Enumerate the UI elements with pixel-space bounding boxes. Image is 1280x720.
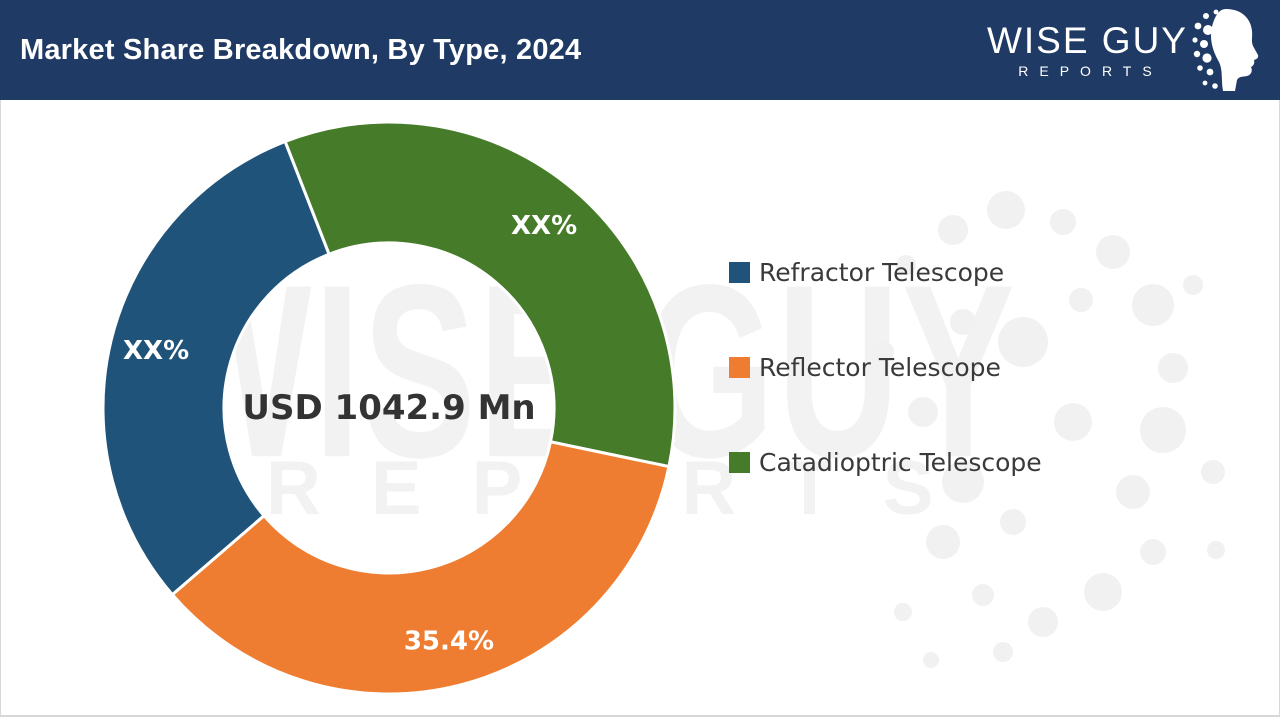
legend-swatch-reflector xyxy=(729,357,750,378)
segment-label-catadioptric-telescope: XX% xyxy=(511,211,577,241)
donut-center-value: USD 1042.9 Mn xyxy=(242,388,536,428)
legend-swatch-refractor xyxy=(729,262,750,283)
logo-line2: REPORTS xyxy=(1018,62,1163,79)
wiseguy-logo: WISE GUY REPORTS xyxy=(987,0,1262,100)
logo-face-icon xyxy=(1192,9,1259,91)
logo-wordmark: WISE GUY REPORTS xyxy=(987,22,1188,79)
donut-segment-catadioptric-telescope xyxy=(283,120,677,469)
legend-swatch-catadioptric xyxy=(729,452,750,473)
legend-label-catadioptric: Catadioptric Telescope xyxy=(759,448,1042,477)
segment-label-reflector-telescope: 35.4% xyxy=(404,626,494,656)
legend-item-reflector: Reflector Telescope xyxy=(729,353,1042,382)
legend: Refractor Telescope Reflector Telescope … xyxy=(729,258,1042,477)
legend-label-refractor: Refractor Telescope xyxy=(759,258,1005,287)
chart-area: WISE GUY REPORTS xyxy=(0,100,1280,717)
segment-label-refractor-telescope: XX% xyxy=(123,336,189,366)
legend-label-reflector: Reflector Telescope xyxy=(759,353,1001,382)
logo-line1: WISE GUY xyxy=(986,19,1188,61)
donut-chart: XX% 35.4% XX% xyxy=(101,120,677,696)
donut-segment-refractor-telescope xyxy=(101,139,332,597)
donut-segment-reflector-telescope xyxy=(170,440,671,696)
legend-item-catadioptric: Catadioptric Telescope xyxy=(729,448,1042,477)
page-title: Market Share Breakdown, By Type, 2024 xyxy=(20,33,582,66)
legend-item-refractor: Refractor Telescope xyxy=(729,258,1042,287)
header-bar: Market Share Breakdown, By Type, 2024 WI… xyxy=(0,0,1280,100)
